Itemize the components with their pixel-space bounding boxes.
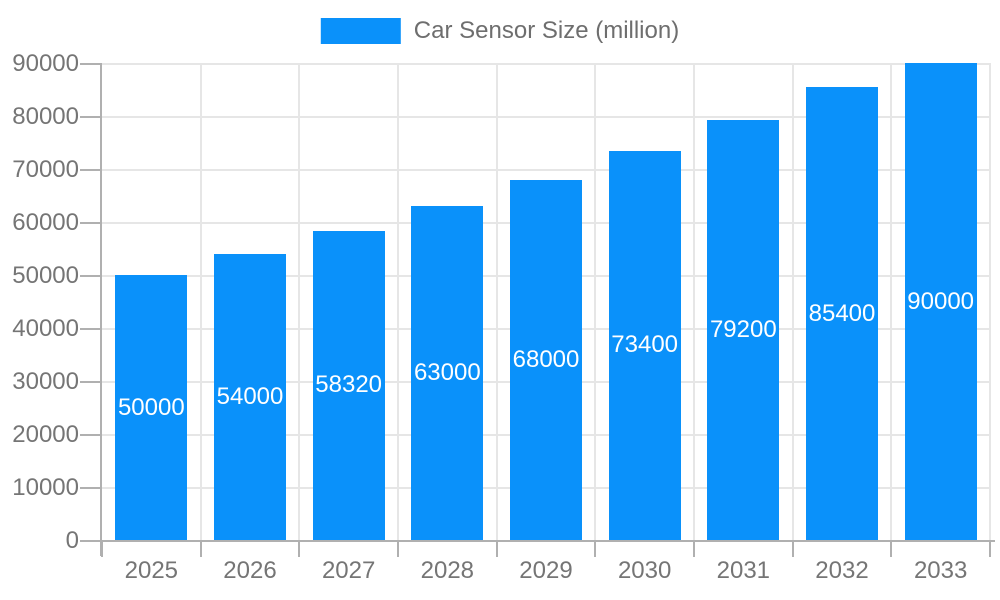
bar-2027: 58320: [312, 230, 385, 540]
y-axis-label: 10000: [12, 474, 79, 501]
x-axis-tick: [989, 542, 991, 557]
y-axis-tick: [80, 63, 100, 65]
x-axis-line: [80, 540, 995, 542]
plot-area: 50000 54000 58320 63000 68000 73400 79200 85400…: [80, 63, 995, 557]
vertical-gridline: [890, 63, 893, 540]
x-axis-label: 2029: [519, 557, 573, 584]
bar-2025: 50000: [115, 275, 188, 540]
vertical-gridline: [693, 63, 695, 540]
y-axis-tick: [80, 169, 100, 171]
y-axis-tick: [80, 434, 100, 436]
vertical-gridline: [397, 63, 399, 540]
vertical-gridline: [594, 63, 597, 540]
x-axis-tick: [199, 542, 202, 557]
x-axis-tick: [495, 542, 498, 557]
y-axis-tick: [80, 275, 100, 277]
x-axis-label: 2025: [124, 557, 179, 584]
horizontal-gridline: [102, 63, 990, 65]
y-axis-label: 60000: [12, 209, 79, 236]
bar-value-label: 54000: [216, 382, 284, 410]
bar-value-label: 90000: [907, 287, 975, 315]
chart-legend: Car Sensor Size (million): [320, 17, 680, 45]
x-axis-tick: [693, 542, 695, 557]
bar-value-label: 58320: [315, 371, 383, 399]
bar-2028: 63000: [411, 206, 484, 540]
bar-value-label: 50000: [117, 393, 185, 421]
bar-2030: 73400: [608, 150, 681, 540]
x-axis-tick: [890, 542, 893, 557]
y-axis-label: 20000: [12, 421, 79, 448]
y-axis-label: 0: [65, 527, 79, 554]
horizontal-gridline: [102, 169, 990, 171]
bar-2032: 85400: [806, 87, 878, 540]
x-axis-tick: [397, 542, 399, 557]
bar-2026: 54000: [214, 253, 286, 540]
vertical-gridline: [989, 63, 991, 540]
y-axis-label: 70000: [12, 156, 79, 183]
y-axis-tick: [80, 487, 100, 489]
x-axis-label: 2030: [617, 557, 672, 584]
y-axis-tick: [80, 328, 100, 330]
legend-label: Car Sensor Size (million): [413, 17, 680, 44]
x-axis-label: 2026: [223, 557, 277, 584]
x-axis-label: 2028: [420, 557, 475, 584]
y-axis-label: 90000: [12, 50, 79, 77]
y-axis-label: 80000: [12, 103, 79, 130]
y-axis-tick: [80, 222, 100, 224]
bar-2033: 90000: [904, 63, 977, 540]
bar-value-label: 79200: [709, 316, 777, 344]
x-axis-tick: [298, 542, 301, 557]
bar-2031: 79200: [707, 120, 780, 540]
y-axis-label: 30000: [12, 368, 79, 395]
x-axis-tick: [101, 542, 103, 557]
vertical-gridline: [298, 63, 301, 540]
y-axis-label: 40000: [12, 315, 79, 342]
x-axis-label: 2031: [716, 557, 771, 584]
y-axis-tick: [80, 116, 100, 118]
x-axis-label: 2033: [913, 557, 968, 584]
x-axis-label: 2032: [815, 557, 869, 584]
x-axis-label: 2027: [321, 557, 376, 584]
x-axis-tick: [791, 542, 794, 557]
y-axis-tick: [80, 381, 100, 383]
vertical-gridline: [495, 63, 498, 540]
bar-value-label: 63000: [413, 359, 481, 387]
x-axis-tick: [594, 542, 597, 557]
y-axis-label: 50000: [12, 262, 79, 289]
vertical-gridline: [199, 63, 202, 540]
bar-value-label: 85400: [808, 299, 876, 327]
y-axis-line: [100, 63, 102, 556]
horizontal-gridline: [102, 116, 990, 118]
bar-2029: 68000: [510, 179, 582, 540]
bar-value-label: 73400: [611, 331, 679, 359]
bar-value-label: 68000: [512, 345, 580, 373]
vertical-gridline: [791, 63, 794, 540]
legend-swatch-icon: [320, 18, 401, 44]
